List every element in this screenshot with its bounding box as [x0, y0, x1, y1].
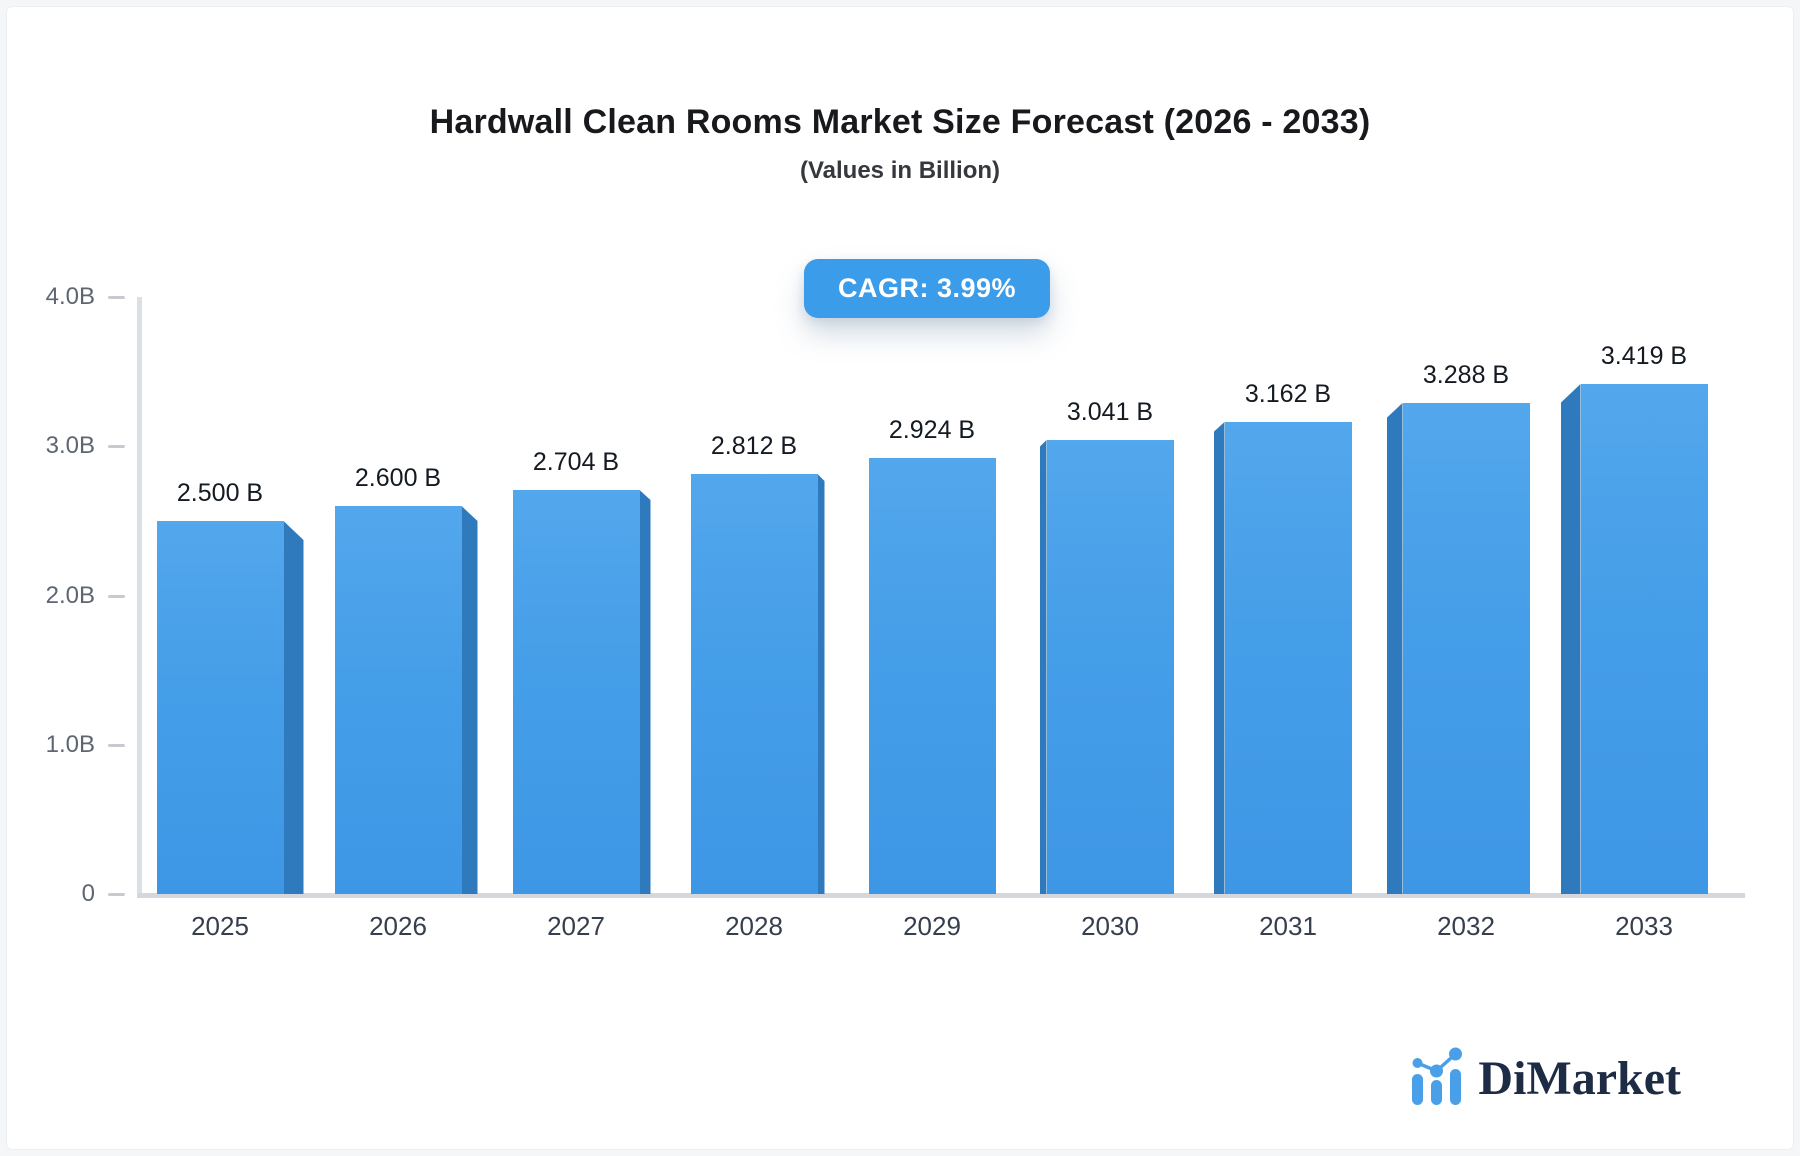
bar-2026 — [334, 506, 478, 894]
bar-face — [690, 474, 818, 894]
bar-face — [334, 506, 462, 894]
bar-2025 — [156, 521, 304, 894]
bar-face — [1046, 440, 1174, 894]
bar-side-3d — [1560, 384, 1581, 894]
bar-face — [1402, 403, 1530, 894]
cagr-badge: CAGR: 3.99% — [803, 259, 1051, 318]
bar-2027 — [512, 490, 651, 894]
bar-face — [156, 521, 284, 894]
bar-face — [868, 458, 996, 894]
x-axis-line — [137, 893, 1745, 898]
y-axis-tick-mark — [108, 743, 125, 747]
bar-side-3d — [1213, 422, 1225, 894]
x-axis-label-2030: 2030 — [1081, 911, 1139, 941]
bar-value-label: 3.419 B — [1600, 342, 1688, 370]
bar-value-label: 3.288 B — [1422, 361, 1510, 389]
bar-value-label: 2.600 B — [354, 464, 442, 492]
y-axis-tick-mark — [108, 296, 125, 299]
x-axis-label-2026: 2026 — [369, 911, 427, 941]
bar-2031 — [1213, 422, 1352, 894]
chart-title: Hardwall Clean Rooms Market Size Forecas… — [429, 103, 1371, 141]
bar-value-label: 3.041 B — [1066, 398, 1154, 426]
bar-2028 — [690, 474, 825, 894]
plot-area: 0 1.0B 2.0B 3.0B 4.0B 2.500 B 2.600 B 2.704 B 2… — [7, 7, 1793, 1149]
bar-line-chart-icon — [1412, 1047, 1463, 1105]
bar-side-3d — [283, 521, 304, 894]
bar-2030 — [1039, 440, 1174, 894]
y-axis-tick-mark — [108, 893, 125, 896]
y-axis-tick-label: 1.0B — [45, 730, 95, 758]
y-axis-tick-mark — [108, 445, 125, 449]
x-axis-label-2028: 2028 — [725, 911, 783, 941]
y-axis-tick-label: 2.0B — [45, 581, 95, 609]
x-axis-label-2033: 2033 — [1615, 911, 1673, 941]
bar-value-label: 2.812 B — [710, 432, 798, 460]
bar-side-3d — [1039, 440, 1047, 894]
bar-face — [512, 490, 640, 894]
chart-card: Hardwall Clean Rooms Market Size Forecas… — [6, 6, 1794, 1150]
bar-face — [1580, 384, 1708, 894]
y-axis-tick-mark — [108, 594, 125, 598]
brand-name: DiMarket — [1478, 1052, 1681, 1105]
bar-value-label: 2.500 B — [176, 479, 264, 507]
bar-side-3d — [817, 474, 825, 894]
y-axis-tick-label: 4.0B — [45, 283, 95, 310]
y-axis-line — [137, 297, 142, 895]
y-axis-tick-label: 3.0B — [45, 432, 95, 460]
bar-face — [1224, 422, 1352, 894]
bar-2032 — [1386, 403, 1530, 894]
y-axis-tick-label: 0 — [81, 880, 95, 907]
bar-2033 — [1560, 384, 1708, 894]
x-axis-label-2032: 2032 — [1437, 911, 1495, 941]
bar-side-3d — [461, 506, 478, 894]
bar-value-label: 2.704 B — [532, 448, 620, 476]
bar-value-label: 3.162 B — [1244, 380, 1332, 408]
x-axis-label-2027: 2027 — [547, 911, 605, 941]
bar-side-3d — [639, 490, 651, 894]
bar-side-3d — [1386, 403, 1403, 894]
bar-value-label: 2.924 B — [888, 416, 976, 444]
x-axis-label-2029: 2029 — [903, 911, 961, 941]
chart-subtitle: (Values in Billion) — [799, 157, 1001, 184]
x-axis-label-2031: 2031 — [1259, 911, 1317, 941]
brand-logo: DiMarket — [1410, 1047, 1681, 1105]
bar-2029 — [868, 458, 996, 894]
x-axis-label-2025: 2025 — [191, 911, 249, 941]
